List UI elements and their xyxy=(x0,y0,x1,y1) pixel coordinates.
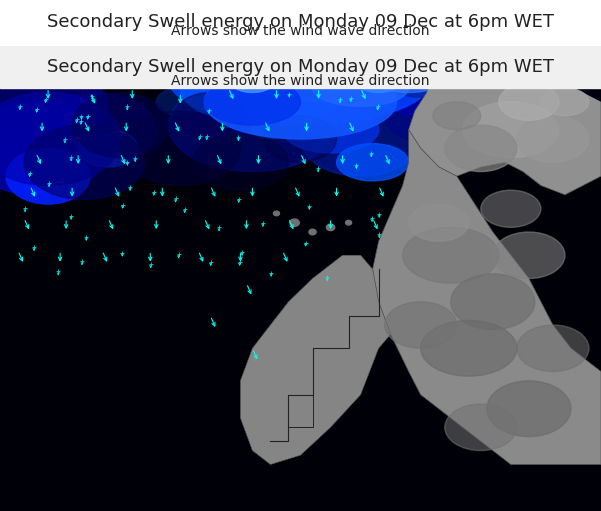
Ellipse shape xyxy=(120,111,240,185)
Ellipse shape xyxy=(403,62,439,85)
Ellipse shape xyxy=(457,74,505,102)
Ellipse shape xyxy=(0,102,108,195)
Text: Secondary Swell energy on Monday 09 Dec at 6pm WET: Secondary Swell energy on Monday 09 Dec … xyxy=(47,13,554,31)
Ellipse shape xyxy=(445,404,517,451)
Ellipse shape xyxy=(78,130,138,167)
Ellipse shape xyxy=(373,64,445,92)
Ellipse shape xyxy=(204,79,300,125)
Ellipse shape xyxy=(0,69,108,144)
Ellipse shape xyxy=(240,46,385,102)
Ellipse shape xyxy=(409,204,469,241)
Ellipse shape xyxy=(355,64,403,92)
Text: Secondary Swell energy on Monday 09 Dec at 6pm WET: Secondary Swell energy on Monday 09 Dec … xyxy=(47,58,554,76)
Ellipse shape xyxy=(24,125,144,199)
Circle shape xyxy=(326,224,335,230)
Circle shape xyxy=(309,229,316,235)
Circle shape xyxy=(346,220,352,225)
Ellipse shape xyxy=(445,125,517,172)
Ellipse shape xyxy=(313,69,409,106)
Ellipse shape xyxy=(313,55,409,102)
Ellipse shape xyxy=(385,60,457,97)
Ellipse shape xyxy=(72,92,168,157)
Ellipse shape xyxy=(36,92,156,167)
Ellipse shape xyxy=(192,134,288,190)
Ellipse shape xyxy=(228,64,276,92)
Ellipse shape xyxy=(156,88,204,116)
Circle shape xyxy=(290,219,299,226)
Ellipse shape xyxy=(493,232,565,278)
Ellipse shape xyxy=(252,51,325,88)
Ellipse shape xyxy=(6,148,90,204)
Ellipse shape xyxy=(517,325,589,371)
Ellipse shape xyxy=(300,55,349,83)
Polygon shape xyxy=(373,130,601,464)
Ellipse shape xyxy=(282,106,379,153)
Ellipse shape xyxy=(421,320,517,376)
Ellipse shape xyxy=(252,121,288,139)
Polygon shape xyxy=(240,255,391,464)
Ellipse shape xyxy=(168,32,433,125)
Ellipse shape xyxy=(174,92,246,139)
Ellipse shape xyxy=(391,88,451,116)
Ellipse shape xyxy=(180,51,349,125)
Ellipse shape xyxy=(385,88,481,144)
Polygon shape xyxy=(523,46,601,102)
Ellipse shape xyxy=(264,116,337,162)
Ellipse shape xyxy=(517,116,589,162)
Ellipse shape xyxy=(481,190,541,227)
Ellipse shape xyxy=(300,102,421,176)
Bar xyxy=(0,46,601,88)
Ellipse shape xyxy=(499,83,559,121)
Ellipse shape xyxy=(541,88,589,116)
Text: Arrows show the wind wave direction: Arrows show the wind wave direction xyxy=(171,24,430,38)
Ellipse shape xyxy=(463,102,559,157)
Ellipse shape xyxy=(385,301,457,349)
Ellipse shape xyxy=(427,64,475,92)
Ellipse shape xyxy=(421,62,481,95)
Ellipse shape xyxy=(403,227,499,283)
Text: Arrows show the wind wave direction: Arrows show the wind wave direction xyxy=(171,74,430,88)
Ellipse shape xyxy=(0,92,120,185)
Ellipse shape xyxy=(204,64,397,139)
Ellipse shape xyxy=(451,274,535,330)
Ellipse shape xyxy=(168,79,337,172)
Circle shape xyxy=(273,211,279,216)
Polygon shape xyxy=(409,55,601,195)
Ellipse shape xyxy=(337,144,409,181)
Ellipse shape xyxy=(433,102,481,130)
Ellipse shape xyxy=(487,381,571,436)
